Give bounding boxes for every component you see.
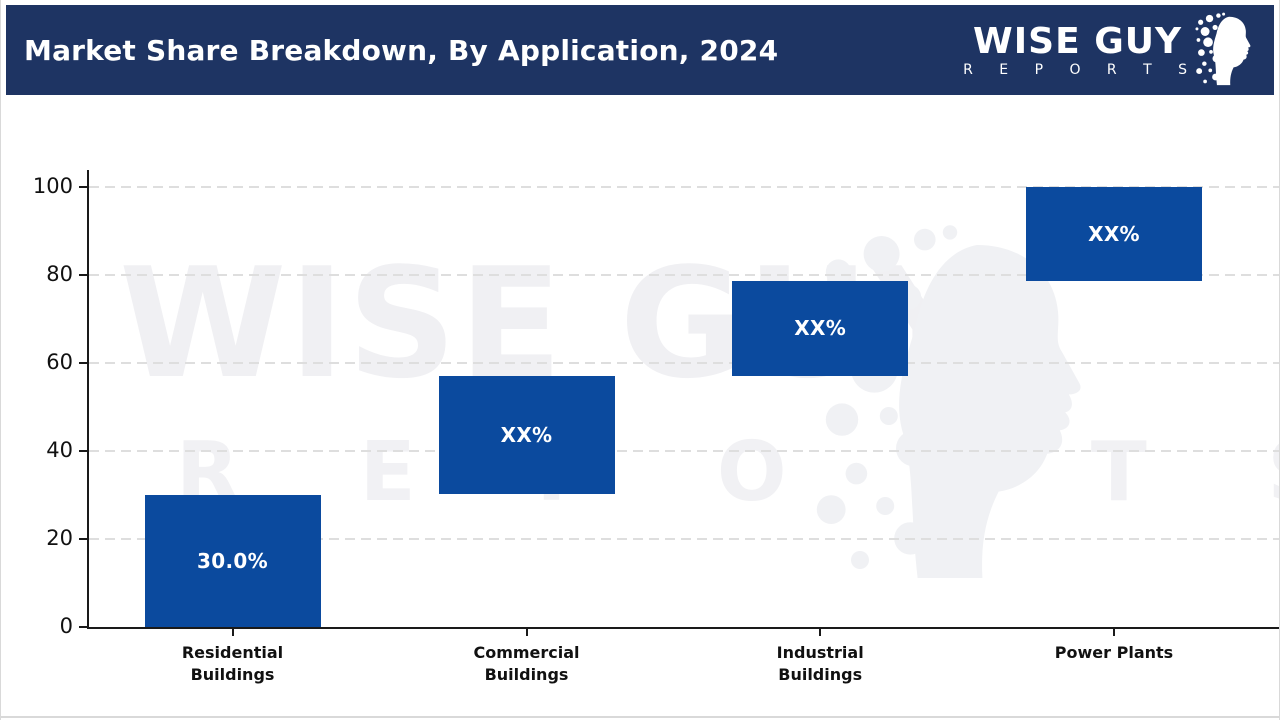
brand-logo: WISE GUY R E P O R T S: [957, 5, 1274, 95]
bar-power-plants: XX%: [1026, 186, 1202, 282]
page-bottom-border: [1, 716, 1279, 718]
brand-name: WISE GUY: [973, 20, 1183, 62]
page-title: Market Share Breakdown, By Application, …: [24, 33, 779, 67]
x-tick-label-power-plants: Power Plants: [994, 642, 1234, 664]
y-tick-mark-60: [79, 361, 87, 364]
y-tick-label-60: 60: [46, 349, 73, 374]
y-tick-label-0: 0: [59, 613, 73, 638]
bar-value-label-power-plants: XX%: [1088, 221, 1140, 246]
bar-value-label-commercial-buildings: XX%: [500, 423, 553, 448]
bar-industrial-buildings: XX%: [732, 281, 909, 376]
y-tick-mark-20: [79, 537, 87, 540]
bar-value-label-residential-buildings: 30.0%: [197, 548, 268, 573]
x-tick-label-line: Commercial: [473, 643, 580, 662]
x-tick-label-line: Power Plants: [1054, 643, 1174, 662]
bar-residential-buildings: 30.0%: [144, 494, 321, 627]
watermark-subtitle-text: R E P O R T S: [176, 425, 1280, 520]
y-tick-label-100: 100: [32, 173, 73, 198]
y-tick-label-20: 20: [46, 525, 73, 550]
bar-value-label-industrial-buildings: XX%: [794, 316, 847, 341]
brand-subtitle: R E P O R T S: [963, 61, 1198, 78]
y-tick-mark-100: [79, 185, 87, 188]
gridline-40: [89, 449, 1279, 452]
x-tick-mark-industrial-buildings: [819, 629, 822, 636]
brand-logo-text: WISE GUY R E P O R T S: [957, 20, 1198, 78]
x-tick-label-line: Buildings: [778, 664, 863, 684]
gridline-80: [89, 273, 1279, 276]
y-tick-label-80: 80: [46, 261, 73, 286]
x-tick-label-line: Residential: [181, 643, 284, 662]
x-tick-label-line: Industrial: [776, 643, 864, 662]
y-tick-mark-40: [79, 449, 87, 452]
y-tick-mark-0: [79, 625, 87, 628]
x-tick-label-line: Buildings: [190, 664, 275, 684]
x-tick-mark-commercial-buildings: [525, 629, 528, 636]
dotted-face-profile-icon: [1195, 12, 1251, 86]
x-tick-mark-residential-buildings: [231, 629, 234, 636]
x-tick-label-line: Buildings: [484, 664, 569, 684]
plot-area: 0 20 40 60 80 100 30.0% XX% XX% XX% Residential Bui…: [33, 170, 1279, 684]
x-tick-label-residential-buildings: Residential Buildings: [113, 642, 353, 685]
gridline-20: [89, 537, 1279, 540]
y-tick-label-40: 40: [46, 437, 73, 462]
x-tick-mark-power-plants: [1113, 629, 1115, 636]
gridline-60: [89, 361, 1279, 364]
gridline-100: [89, 185, 1279, 188]
x-tick-label-industrial-buildings: Industrial Buildings: [700, 642, 940, 685]
bar-commercial-buildings: XX%: [438, 375, 615, 495]
x-tick-label-commercial-buildings: Commercial Buildings: [407, 642, 647, 685]
y-tick-mark-80: [79, 273, 87, 276]
header-bar: Market Share Breakdown, By Application, …: [6, 5, 1274, 95]
